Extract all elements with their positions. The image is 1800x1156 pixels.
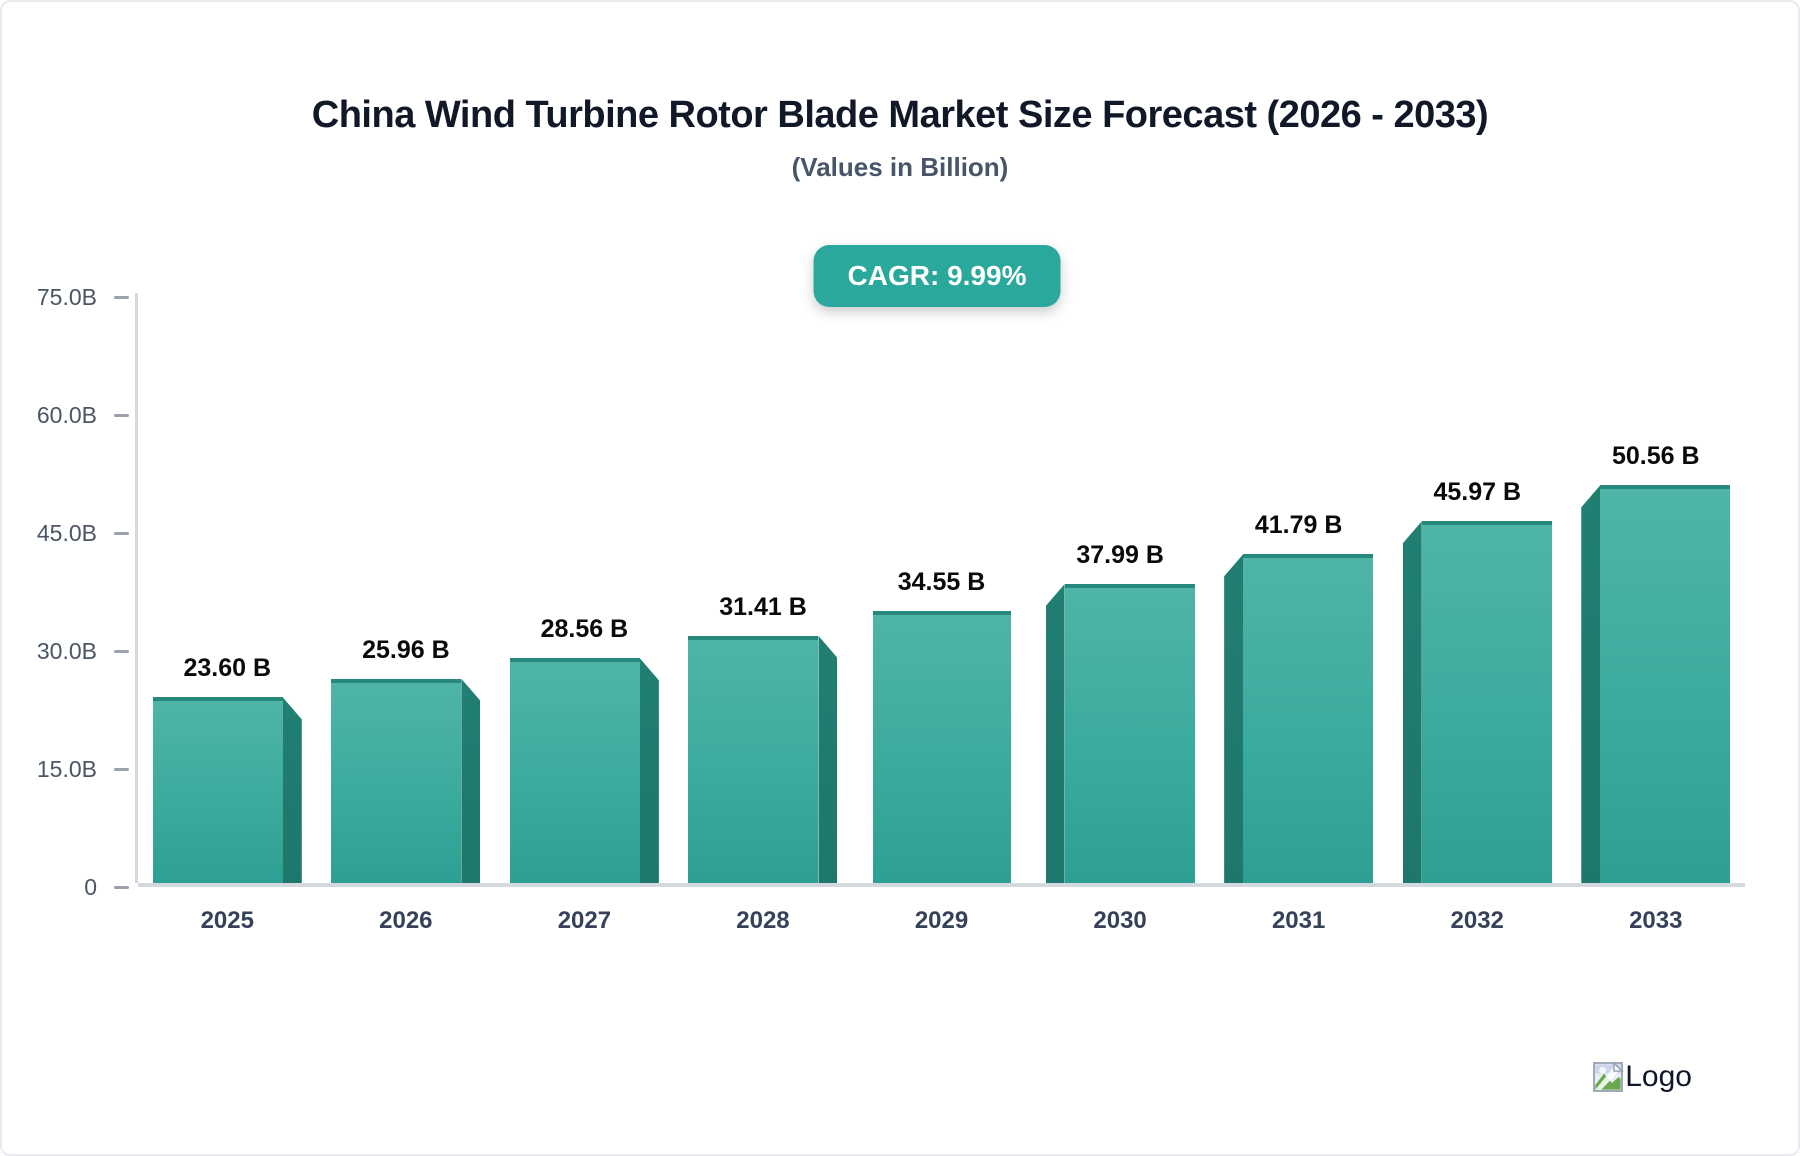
- x-axis-label: 2030: [1093, 907, 1147, 934]
- bar-front-face: [509, 658, 640, 883]
- y-tick: 30.0B: [2, 638, 135, 664]
- bar: [152, 697, 302, 883]
- y-tick: 0: [2, 874, 135, 900]
- bar-value-label: 25.96 B: [362, 635, 450, 664]
- bar-group: 41.79 B 2031: [1209, 257, 1388, 934]
- x-axis-label: 2033: [1629, 907, 1683, 934]
- plot-area: 23.60 B 2025 25.96 B 2026 28.56 B 2027 31.41 B…: [135, 257, 1746, 934]
- bar-side-face: [1581, 485, 1601, 883]
- bar-value-label: 41.79 B: [1254, 511, 1343, 540]
- broken-image-icon: [1593, 1061, 1625, 1092]
- bar-group: 50.56 B 2033: [1567, 257, 1746, 934]
- x-axis-label: 2032: [1450, 907, 1504, 934]
- bar-front-face: [1243, 554, 1374, 883]
- y-tick-label: 15.0B: [36, 755, 97, 782]
- bar-value-label: 50.56 B: [1612, 442, 1700, 471]
- x-axis-label: 2027: [557, 907, 612, 934]
- y-axis-line: [135, 293, 138, 883]
- y-tick-label: 75.0B: [36, 283, 97, 310]
- x-axis-label: 2026: [379, 907, 433, 934]
- bars-container: 23.60 B 2025 25.96 B 2026 28.56 B 2027 31.41 B…: [138, 257, 1746, 934]
- bar: [509, 658, 659, 883]
- bar-group: 37.99 B 2030: [1031, 257, 1210, 934]
- cagr-badge: CAGR: 9.99%: [813, 245, 1061, 307]
- bar-group: 28.56 B 2027: [495, 257, 674, 934]
- y-tick-label: 0: [84, 873, 97, 900]
- bar-value-label: 34.55 B: [897, 568, 986, 597]
- bar-group: 45.97 B 2032: [1388, 257, 1567, 934]
- y-tick-label: 30.0B: [36, 637, 97, 664]
- bar-group: 25.96 B 2026: [317, 257, 496, 934]
- y-tick-dash: [114, 413, 129, 417]
- bar: [688, 635, 838, 883]
- x-axis-label: 2028: [736, 907, 790, 934]
- chart-subtitle: (Values in Billion): [791, 152, 1009, 182]
- bar-value-label: 31.41 B: [719, 592, 807, 621]
- y-tick: 75.0B: [2, 284, 135, 310]
- bar-value-label: 37.99 B: [1076, 541, 1164, 570]
- bar-front-face: [872, 611, 1011, 883]
- bar-value-label: 28.56 B: [540, 615, 629, 644]
- bar: [1581, 485, 1731, 883]
- y-axis: 75.0B 60.0B 45.0B 30.0B 15.0B 0: [2, 257, 135, 900]
- bar-front-face: [688, 635, 819, 883]
- x-axis-label: 2029: [914, 907, 969, 934]
- bar-side-face: [1045, 584, 1065, 883]
- bar-group: 31.41 B 2028: [674, 257, 853, 934]
- bar-side-face: [818, 635, 838, 883]
- bar-side-face: [282, 697, 302, 883]
- bar-side-face: [461, 678, 481, 883]
- logo-text: Logo: [1625, 1060, 1692, 1093]
- x-axis-label: 2025: [200, 907, 254, 934]
- bar-front-face: [152, 697, 283, 883]
- x-axis-label: 2031: [1271, 907, 1326, 934]
- y-tick-label: 45.0B: [36, 519, 97, 546]
- y-tick: 45.0B: [2, 520, 135, 546]
- bar-value-label: 45.97 B: [1433, 478, 1521, 507]
- bar-side-face: [1224, 554, 1244, 883]
- y-tick: 15.0B: [2, 756, 135, 782]
- bar: [1045, 584, 1195, 883]
- bar-front-face: [1421, 521, 1552, 883]
- bar-value-label: 23.60 B: [183, 654, 272, 683]
- y-tick: 60.0B: [2, 402, 135, 428]
- y-tick-dash: [114, 649, 129, 653]
- bar: [1402, 521, 1552, 883]
- page-title: China Wind Turbine Rotor Blade Market Si…: [311, 94, 1489, 136]
- bar-group: 34.55 B 2029: [852, 257, 1031, 934]
- footer-logo: Logo: [1592, 1060, 1692, 1094]
- bar-group: 23.60 B 2025: [138, 257, 317, 934]
- y-tick-dash: [114, 885, 129, 889]
- bar-front-face: [1064, 584, 1195, 883]
- bar-front-face: [1600, 485, 1731, 883]
- bar: [1224, 554, 1374, 883]
- y-tick-dash: [114, 295, 129, 299]
- bar-chart: 75.0B 60.0B 45.0B 30.0B 15.0B 0 23.60 B 2025 25…: [2, 257, 1798, 934]
- bar: [872, 611, 1011, 883]
- y-tick-label: 60.0B: [36, 401, 97, 428]
- y-tick-dash: [114, 531, 129, 535]
- y-tick-dash: [114, 767, 129, 771]
- bar: [331, 678, 481, 883]
- bar-side-face: [639, 658, 659, 883]
- bar-front-face: [331, 678, 462, 883]
- bar-side-face: [1402, 521, 1422, 883]
